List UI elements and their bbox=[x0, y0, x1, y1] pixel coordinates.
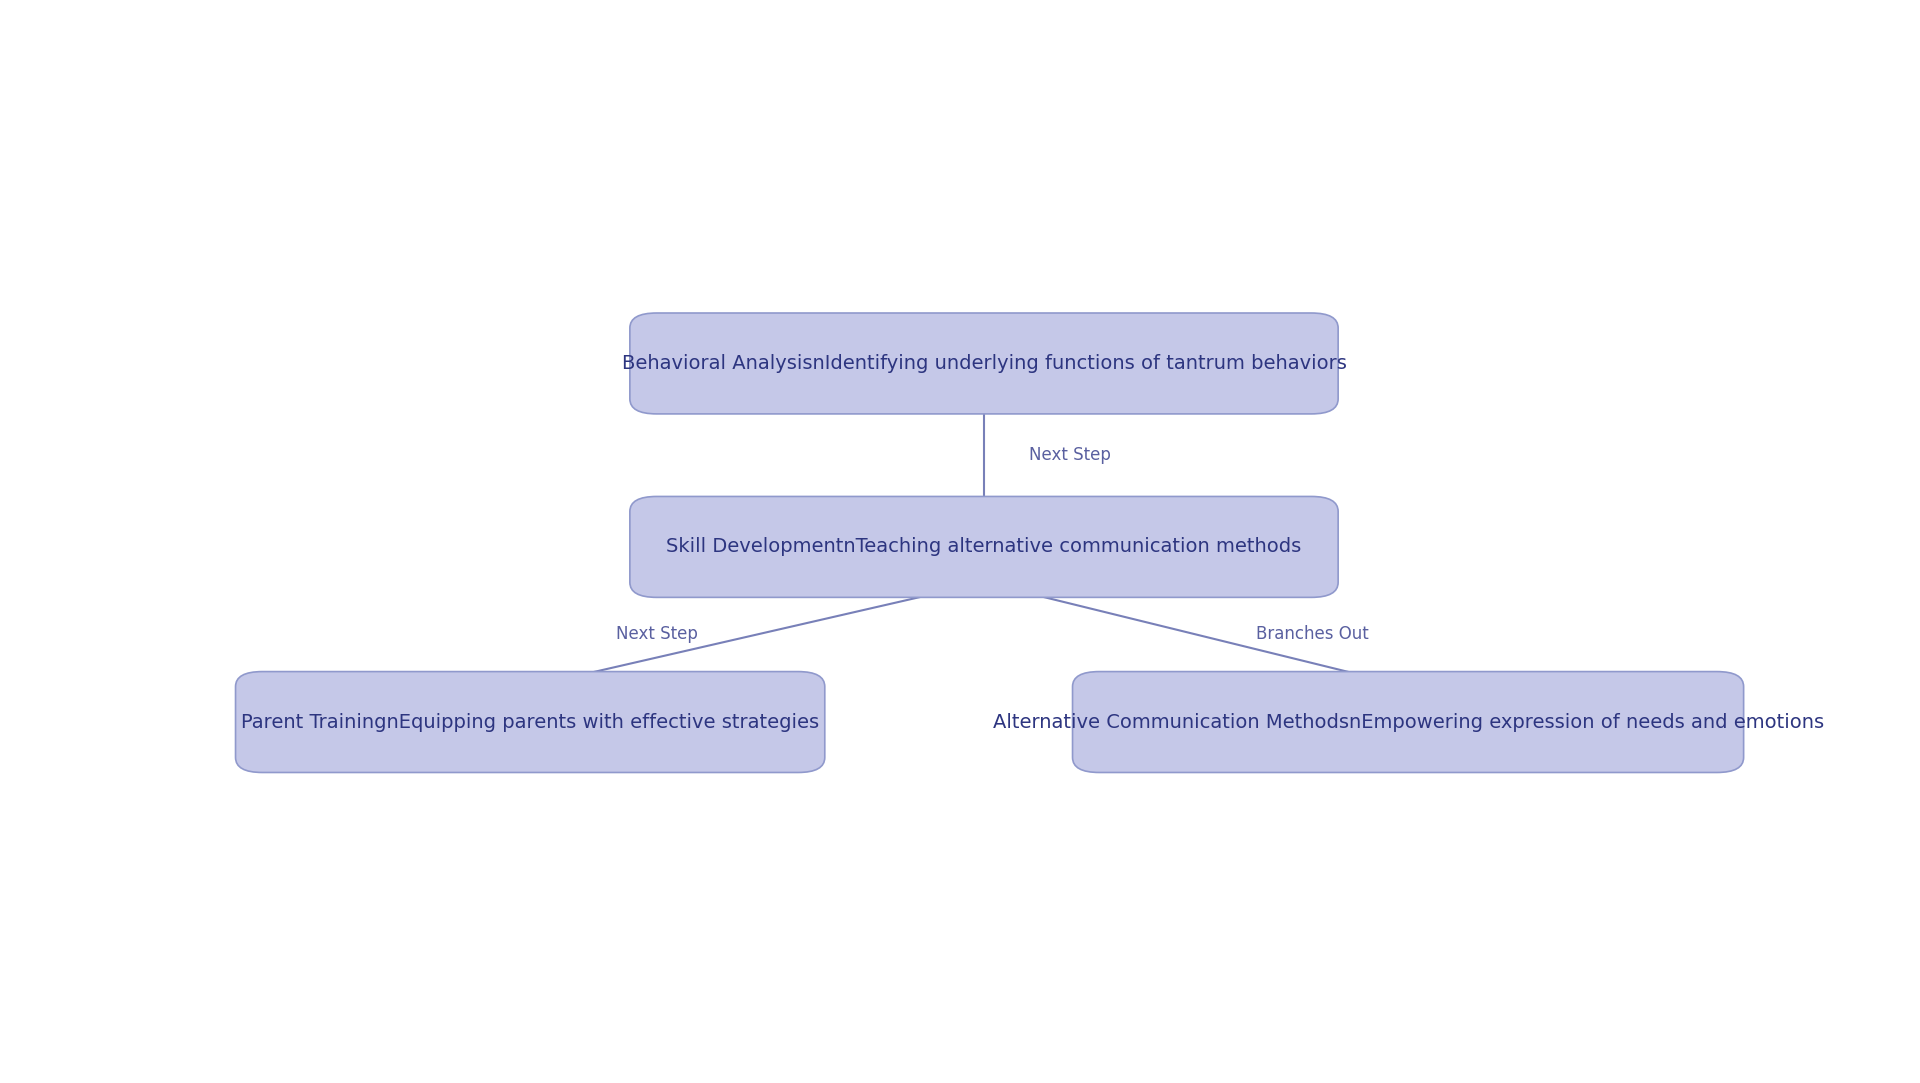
Text: Parent TrainingnEquipping parents with effective strategies: Parent TrainingnEquipping parents with e… bbox=[242, 713, 820, 731]
Text: Skill DevelopmentnTeaching alternative communication methods: Skill DevelopmentnTeaching alternative c… bbox=[666, 537, 1302, 557]
Text: Branches Out: Branches Out bbox=[1256, 626, 1369, 643]
Text: Next Step: Next Step bbox=[1029, 446, 1110, 465]
Text: Alternative Communication MethodsnEmpowering expression of needs and emotions: Alternative Communication MethodsnEmpowe… bbox=[993, 713, 1824, 731]
Text: Behavioral AnalysisnIdentifying underlying functions of tantrum behaviors: Behavioral AnalysisnIdentifying underlyi… bbox=[622, 354, 1346, 373]
FancyBboxPatch shape bbox=[630, 496, 1338, 598]
FancyBboxPatch shape bbox=[1073, 671, 1743, 772]
Text: Next Step: Next Step bbox=[616, 626, 697, 643]
FancyBboxPatch shape bbox=[236, 671, 826, 772]
FancyBboxPatch shape bbox=[630, 313, 1338, 414]
